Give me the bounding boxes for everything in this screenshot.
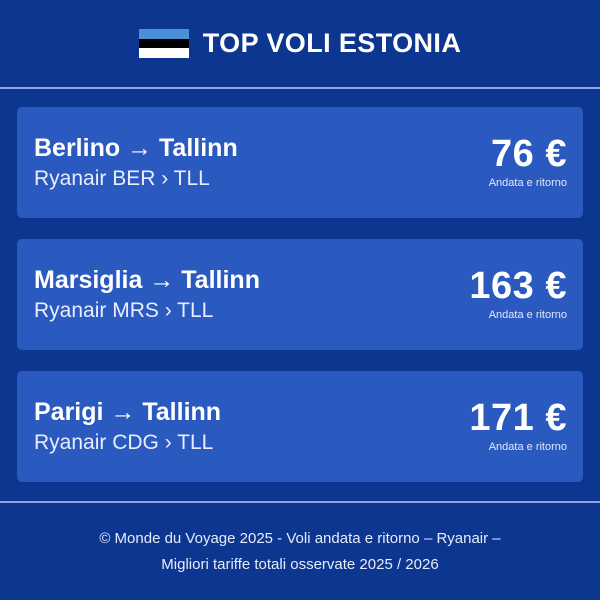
- flight-price-block: 171 € Andata e ritorno: [469, 396, 567, 454]
- flight-price: 76 €: [491, 132, 567, 175]
- flight-info: Berlino → Tallinn Ryanair BER › TLL: [34, 134, 238, 191]
- flight-carrier: Ryanair CDG › TLL: [34, 430, 214, 454]
- flight-route: Parigi → Tallinn: [34, 398, 222, 427]
- flight-price: 171 €: [469, 396, 567, 439]
- flight-route: Berlino → Tallinn: [34, 134, 238, 163]
- flight-price-note: Andata e ritorno: [488, 308, 567, 321]
- flight-carrier: Ryanair MRS › TLL: [34, 298, 214, 322]
- flight-list: Berlino → Tallinn Ryanair BER › TLL 76 €…: [0, 89, 600, 482]
- footer-line-2: Migliori tariffe totali osservate 2025 /…: [161, 555, 439, 573]
- flight-price-block: 76 € Andata e ritorno: [488, 132, 567, 190]
- flight-info: Marsiglia → Tallinn Ryanair MRS › TLL: [34, 266, 260, 323]
- flight-carrier: Ryanair BER › TLL: [34, 166, 210, 190]
- flight-price: 163 €: [469, 264, 567, 307]
- footer: © Monde du Voyage 2025 - Voli andata e r…: [0, 503, 600, 600]
- header-divider: [0, 87, 600, 89]
- flight-info: Parigi → Tallinn Ryanair CDG › TLL: [34, 398, 221, 455]
- flight-card[interactable]: Parigi → Tallinn Ryanair CDG › TLL 171 €…: [17, 371, 583, 482]
- flight-price-block: 163 € Andata e ritorno: [469, 264, 567, 322]
- page-title: TOP VOLI ESTONIA: [202, 28, 462, 58]
- estonia-flag-icon: [138, 29, 189, 58]
- flight-route: Marsiglia → Tallinn: [34, 266, 260, 295]
- header: TOP VOLI ESTONIA: [0, 0, 600, 87]
- footer-divider: [0, 501, 600, 503]
- flight-price-note: Andata e ritorno: [488, 176, 567, 189]
- flight-price-note: Andata e ritorno: [488, 440, 567, 453]
- footer-line-1: © Monde du Voyage 2025 - Voli andata e r…: [99, 530, 501, 548]
- flight-card[interactable]: Marsiglia → Tallinn Ryanair MRS › TLL 16…: [17, 239, 583, 350]
- flight-card[interactable]: Berlino → Tallinn Ryanair BER › TLL 76 €…: [17, 107, 583, 218]
